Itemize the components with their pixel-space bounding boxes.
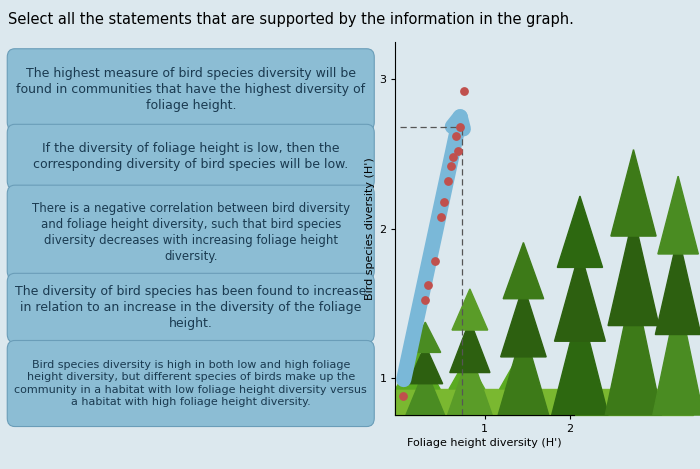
FancyBboxPatch shape xyxy=(7,124,374,189)
X-axis label: Foliage height diversity (H'): Foliage height diversity (H') xyxy=(407,438,562,448)
Polygon shape xyxy=(608,215,659,325)
Polygon shape xyxy=(449,358,484,389)
Bar xyxy=(518,385,528,411)
Polygon shape xyxy=(503,242,544,299)
FancyBboxPatch shape xyxy=(7,340,374,426)
Polygon shape xyxy=(554,250,606,341)
Point xyxy=(458,88,470,95)
Polygon shape xyxy=(655,235,700,334)
FancyBboxPatch shape xyxy=(7,185,374,280)
Point xyxy=(448,153,459,161)
FancyBboxPatch shape xyxy=(7,273,374,342)
Point xyxy=(442,177,454,185)
FancyBboxPatch shape xyxy=(7,49,374,130)
Polygon shape xyxy=(500,285,546,357)
Point xyxy=(398,392,409,400)
Bar xyxy=(465,385,475,411)
Polygon shape xyxy=(606,281,662,415)
Polygon shape xyxy=(557,196,603,267)
Point xyxy=(454,123,466,131)
Point xyxy=(452,147,463,155)
Point xyxy=(430,257,441,265)
Polygon shape xyxy=(653,294,700,415)
Text: If the diversity of foliage height is low, then the
corresponding diversity of b: If the diversity of foliage height is lo… xyxy=(33,142,349,171)
Text: The diversity of bird species has been found to increase
in relation to an incre: The diversity of bird species has been f… xyxy=(15,286,366,331)
Polygon shape xyxy=(410,322,441,352)
Text: The highest measure of bird species diversity will be
found in communities that : The highest measure of bird species dive… xyxy=(16,67,365,112)
Text: There is a negative correlation between bird diversity
and foliage height divers: There is a negative correlation between … xyxy=(32,202,350,263)
Point xyxy=(450,132,461,140)
Polygon shape xyxy=(447,351,492,415)
Point xyxy=(438,198,449,205)
Polygon shape xyxy=(452,289,488,330)
Bar xyxy=(575,385,585,411)
Polygon shape xyxy=(500,363,529,389)
Point xyxy=(419,296,430,304)
Point xyxy=(435,213,446,220)
Bar xyxy=(420,385,430,411)
Polygon shape xyxy=(450,320,490,372)
Point xyxy=(422,281,433,289)
Text: Bird species diversity is high in both low and high foliage
height diversity, bu: Bird species diversity is high in both l… xyxy=(15,360,367,407)
Bar xyxy=(673,385,683,411)
Polygon shape xyxy=(395,350,440,389)
Polygon shape xyxy=(552,304,608,415)
Polygon shape xyxy=(408,345,442,384)
Polygon shape xyxy=(406,368,445,415)
Bar xyxy=(395,389,693,415)
Polygon shape xyxy=(611,150,656,236)
Polygon shape xyxy=(498,328,549,415)
Text: Select all the statements that are supported by the information in the graph.: Select all the statements that are suppo… xyxy=(8,12,574,27)
Polygon shape xyxy=(658,176,699,254)
Y-axis label: Bird species diversity (H'): Bird species diversity (H') xyxy=(365,157,375,300)
Point xyxy=(445,162,456,170)
Bar xyxy=(628,385,639,411)
